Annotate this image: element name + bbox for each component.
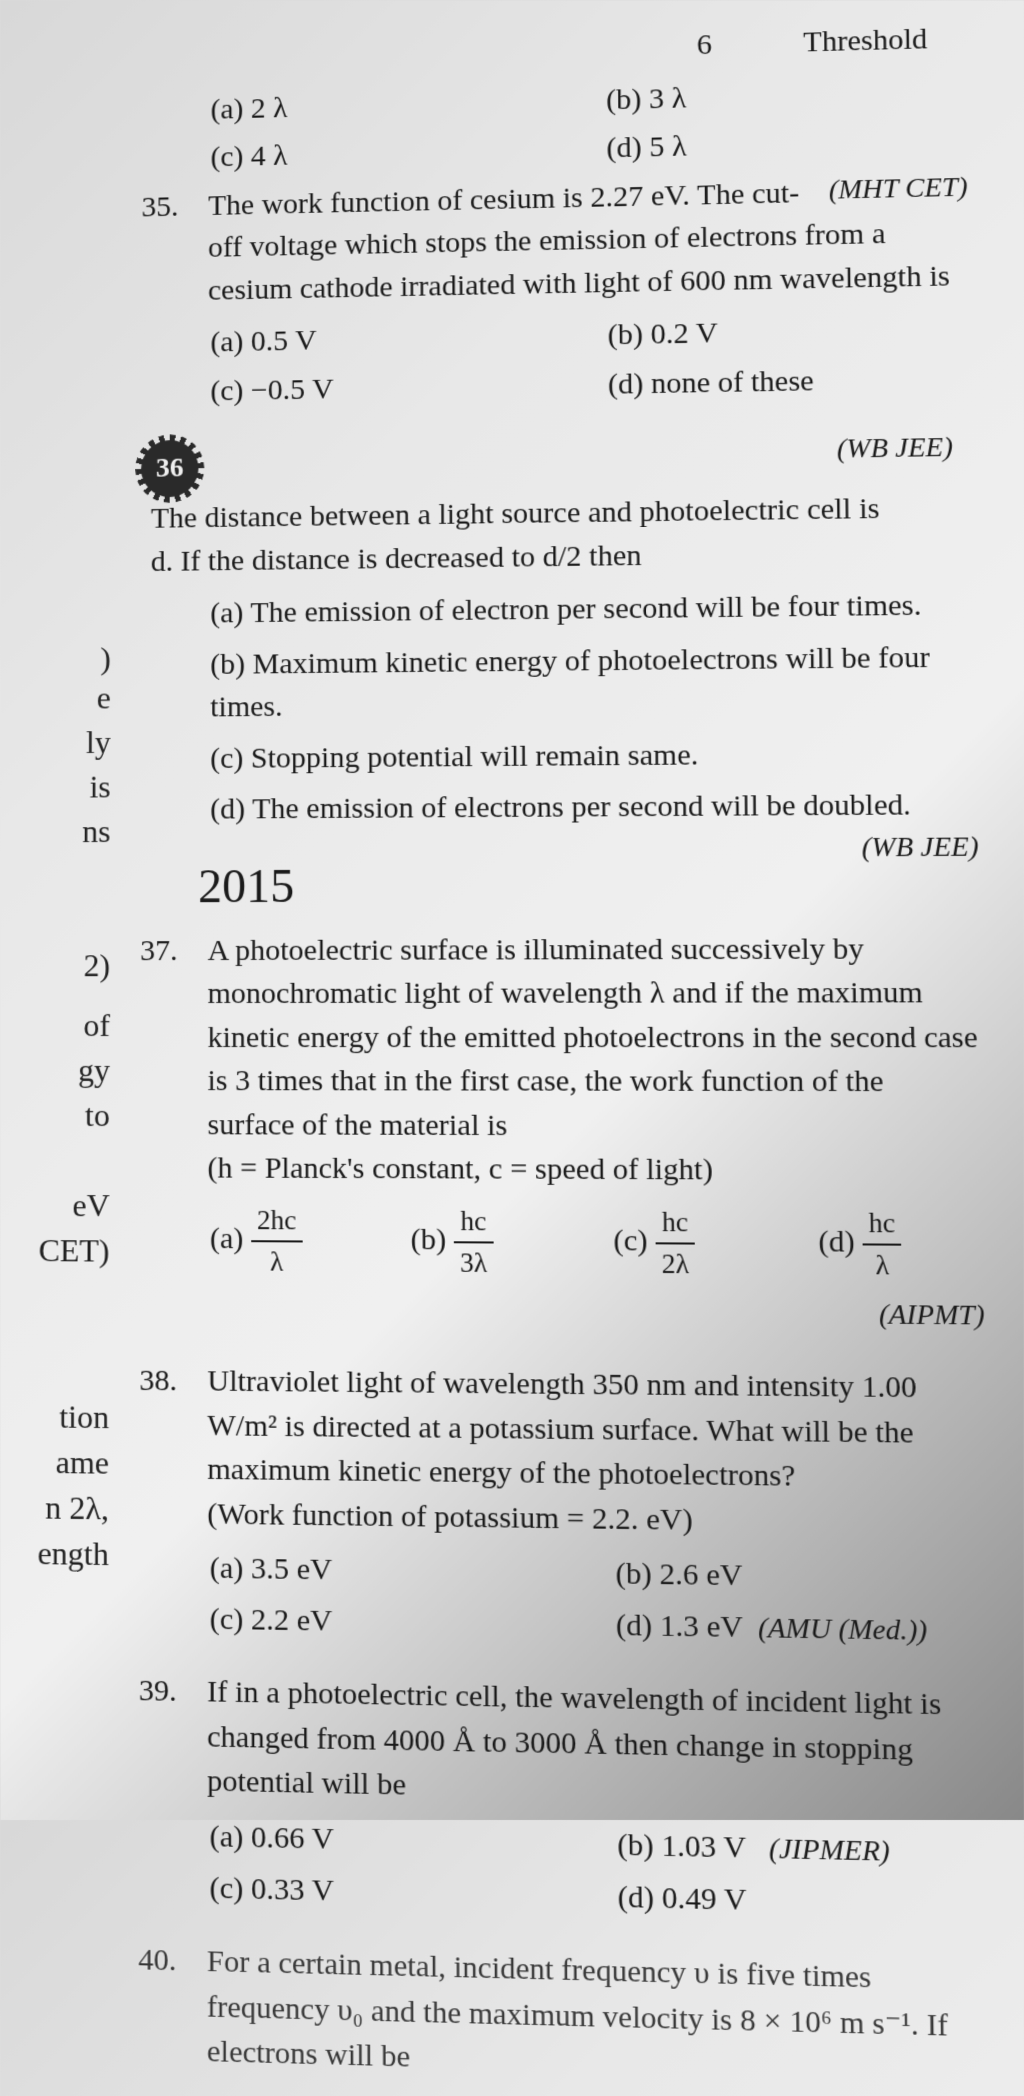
option-d: (d) none of these [608, 356, 973, 405]
question-number: 39. [139, 1669, 200, 1715]
margin-text: eV [72, 1180, 109, 1232]
question-38: 38. Ultraviolet light of wavelength 350 … [139, 1359, 989, 1654]
exam-tag: (AIPMT) [879, 1299, 985, 1332]
margin-text: ength [37, 1528, 109, 1581]
margin-text: is [89, 762, 110, 813]
option-c: (c) 0.33 V [210, 1865, 577, 1918]
option-b: (b) 0.2 V [607, 307, 972, 357]
question-35: 35. (MHT CET) The work function of cesiu… [141, 167, 973, 413]
exam-tag: (WB JEE) [837, 428, 953, 470]
margin-text: e [97, 673, 111, 724]
margin-text: ame [56, 1437, 110, 1489]
option-a: (a) 2hcλ [210, 1200, 370, 1282]
question-37: 37. A photoelectric surface is illuminat… [139, 926, 984, 1337]
left-margin-fragments: ) e ly is ns 2) of gy to eV CET) tion am… [6, 39, 112, 2071]
exam-tag: (AMU (Med.)) [758, 1612, 928, 1647]
option-a: (a) 2 λ [211, 79, 566, 130]
option-a: (a) 0.66 V [210, 1814, 576, 1867]
option-b: (b) 2.6 eV [615, 1552, 988, 1602]
option-c: (c) 2.2 eV [210, 1597, 575, 1647]
question-text: The distance between a light source and … [151, 487, 903, 583]
option-c: (c) −0.5 V [210, 363, 567, 412]
exam-tag: (JIPMER) [769, 1833, 890, 1868]
option-d: (d) 5 λ [606, 118, 969, 169]
question-39: 39. If in a photoelectric cell, the wave… [138, 1669, 992, 1928]
question-40-partial: 40. For a certain metal, incident freque… [138, 1937, 994, 2095]
question-text: If in a photoelectric cell, the waveleng… [207, 1670, 988, 1820]
option-c: (c) 4 λ [211, 128, 567, 179]
option-a: (a) 0.5 V [210, 314, 567, 363]
option-b: (b) hc3λ [411, 1201, 573, 1283]
question-badge: 36 [141, 440, 199, 498]
option-a: (a) 3.5 eV [210, 1546, 575, 1596]
margin-text: gy [78, 1045, 110, 1096]
option-d: (d) 1.3 eV (AMU (Med.)) [616, 1603, 989, 1654]
option-c: (c) hc2λ [613, 1202, 777, 1285]
question-number: 40. [138, 1937, 199, 1983]
margin-text: CET) [38, 1225, 109, 1277]
margin-text: ns [82, 806, 110, 857]
question-number: 35. [141, 185, 200, 229]
option-d: (d) hcλ [818, 1203, 984, 1286]
margin-text: to [85, 1090, 110, 1141]
question-text: A photoelectric surface is illuminated s… [207, 926, 980, 1193]
question-number: 37. [140, 929, 200, 973]
previous-question-fragment: 6 Threshold (a) 2 λ (b) 3 λ (c) 4 λ (d) … [142, 17, 970, 180]
question-text: Ultraviolet light of wavelength 350 nm a… [207, 1360, 985, 1547]
exam-tag: (MHT CET) [828, 167, 967, 210]
question-number: 38. [139, 1359, 199, 1404]
margin-text: tion [59, 1391, 109, 1443]
col-hint: 6 [697, 23, 713, 66]
margin-text: ly [86, 717, 111, 768]
question-text: For a certain metal, incident frequency … [207, 1939, 992, 2095]
margin-text: of [83, 1000, 110, 1051]
option-b: (b) 3 λ [606, 69, 969, 121]
question-36: (WB JEE) 36 The distance between a light… [140, 428, 978, 832]
option-d: (d) The emission of electrons per second… [210, 783, 978, 831]
option-c: (c) Stopping potential will remain same. [210, 731, 977, 780]
option-b: (b) 1.03 V (JIPMER) [617, 1823, 992, 1876]
exam-tag-end: (WB JEE) [862, 827, 979, 869]
threshold-hint: Threshold [803, 18, 927, 64]
question-text: (MHT CET) The work function of cesium is… [208, 167, 969, 311]
margin-text: 2) [84, 940, 111, 991]
option-d: (d) 0.49 V [617, 1874, 992, 1928]
option-a: (a) The emission of electron per second … [210, 583, 975, 635]
option-b: (b) Maximum kinetic energy of photoelect… [210, 635, 977, 729]
